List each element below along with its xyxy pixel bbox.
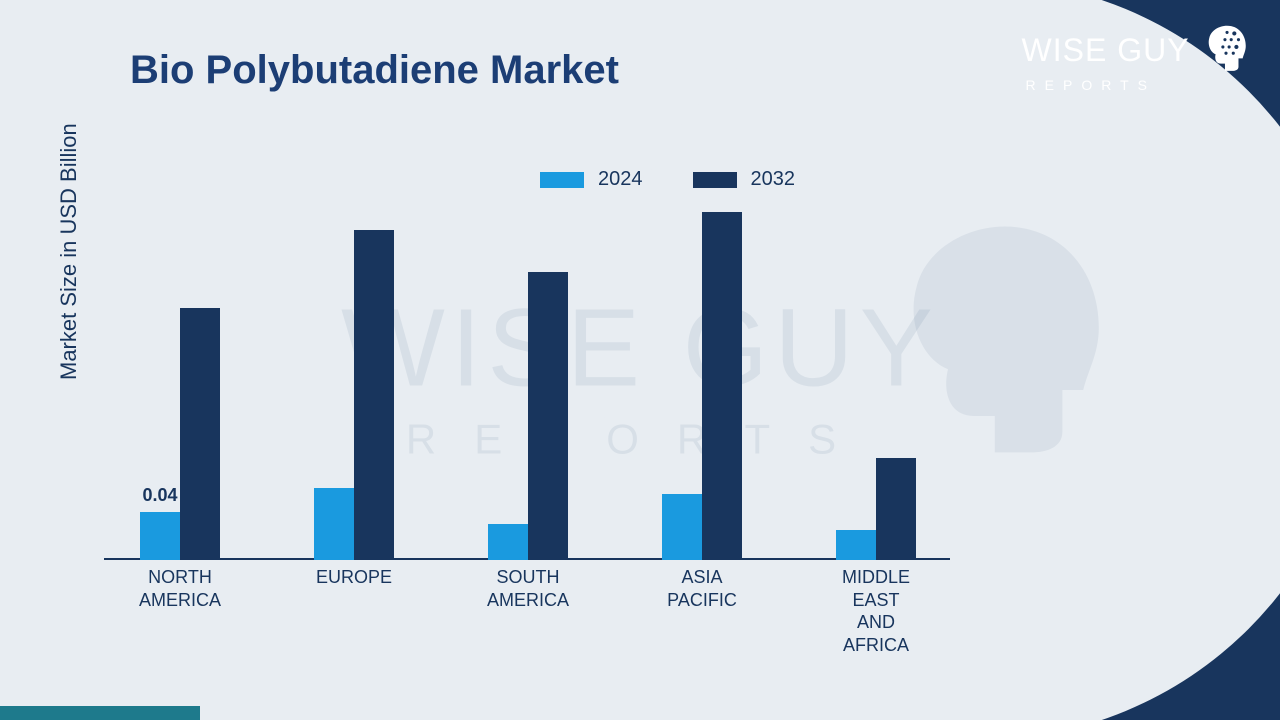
brand-logo: WISE GUY REPORTS bbox=[1022, 22, 1252, 93]
bar-2024 bbox=[140, 512, 180, 560]
bar-chart: 0.04 bbox=[110, 200, 930, 560]
chart-title: Bio Polybutadiene Market bbox=[130, 48, 619, 93]
x-axis-label: MIDDLEEASTANDAFRICA bbox=[811, 566, 941, 656]
bar-value-label: 0.04 bbox=[142, 485, 177, 506]
bar-2024 bbox=[314, 488, 354, 560]
x-axis-label: NORTHAMERICA bbox=[115, 566, 245, 611]
legend-item-2024: 2024 bbox=[540, 168, 643, 191]
bar-2032 bbox=[180, 308, 220, 560]
logo-text-2: REPORTS bbox=[1022, 77, 1252, 93]
bar-2024 bbox=[488, 524, 528, 560]
x-axis-label: SOUTHAMERICA bbox=[463, 566, 593, 611]
x-axis-label: ASIAPACIFIC bbox=[637, 566, 767, 611]
legend-label-2032: 2032 bbox=[751, 168, 796, 191]
bottom-strip bbox=[0, 706, 200, 720]
bar-2032 bbox=[702, 212, 742, 560]
y-axis-label: Market Size in USD Billion bbox=[56, 123, 82, 380]
bar-2024 bbox=[662, 494, 702, 560]
bar-2032 bbox=[528, 272, 568, 560]
legend-swatch-2024 bbox=[540, 172, 584, 188]
legend-swatch-2032 bbox=[693, 172, 737, 188]
head-icon bbox=[1200, 22, 1252, 79]
bar-2032 bbox=[876, 458, 916, 560]
logo-text-1: WISE GUY bbox=[1022, 32, 1190, 69]
legend: 2024 2032 bbox=[540, 168, 795, 191]
bar-2032 bbox=[354, 230, 394, 560]
slide-stage: WISE GUY REPORTS Bio Polybutadiene Marke… bbox=[0, 0, 1280, 720]
x-axis-label: EUROPE bbox=[289, 566, 419, 589]
plot-area: 0.04 bbox=[110, 200, 930, 560]
bar-2024 bbox=[836, 530, 876, 560]
legend-item-2032: 2032 bbox=[693, 168, 796, 191]
legend-label-2024: 2024 bbox=[598, 168, 643, 191]
